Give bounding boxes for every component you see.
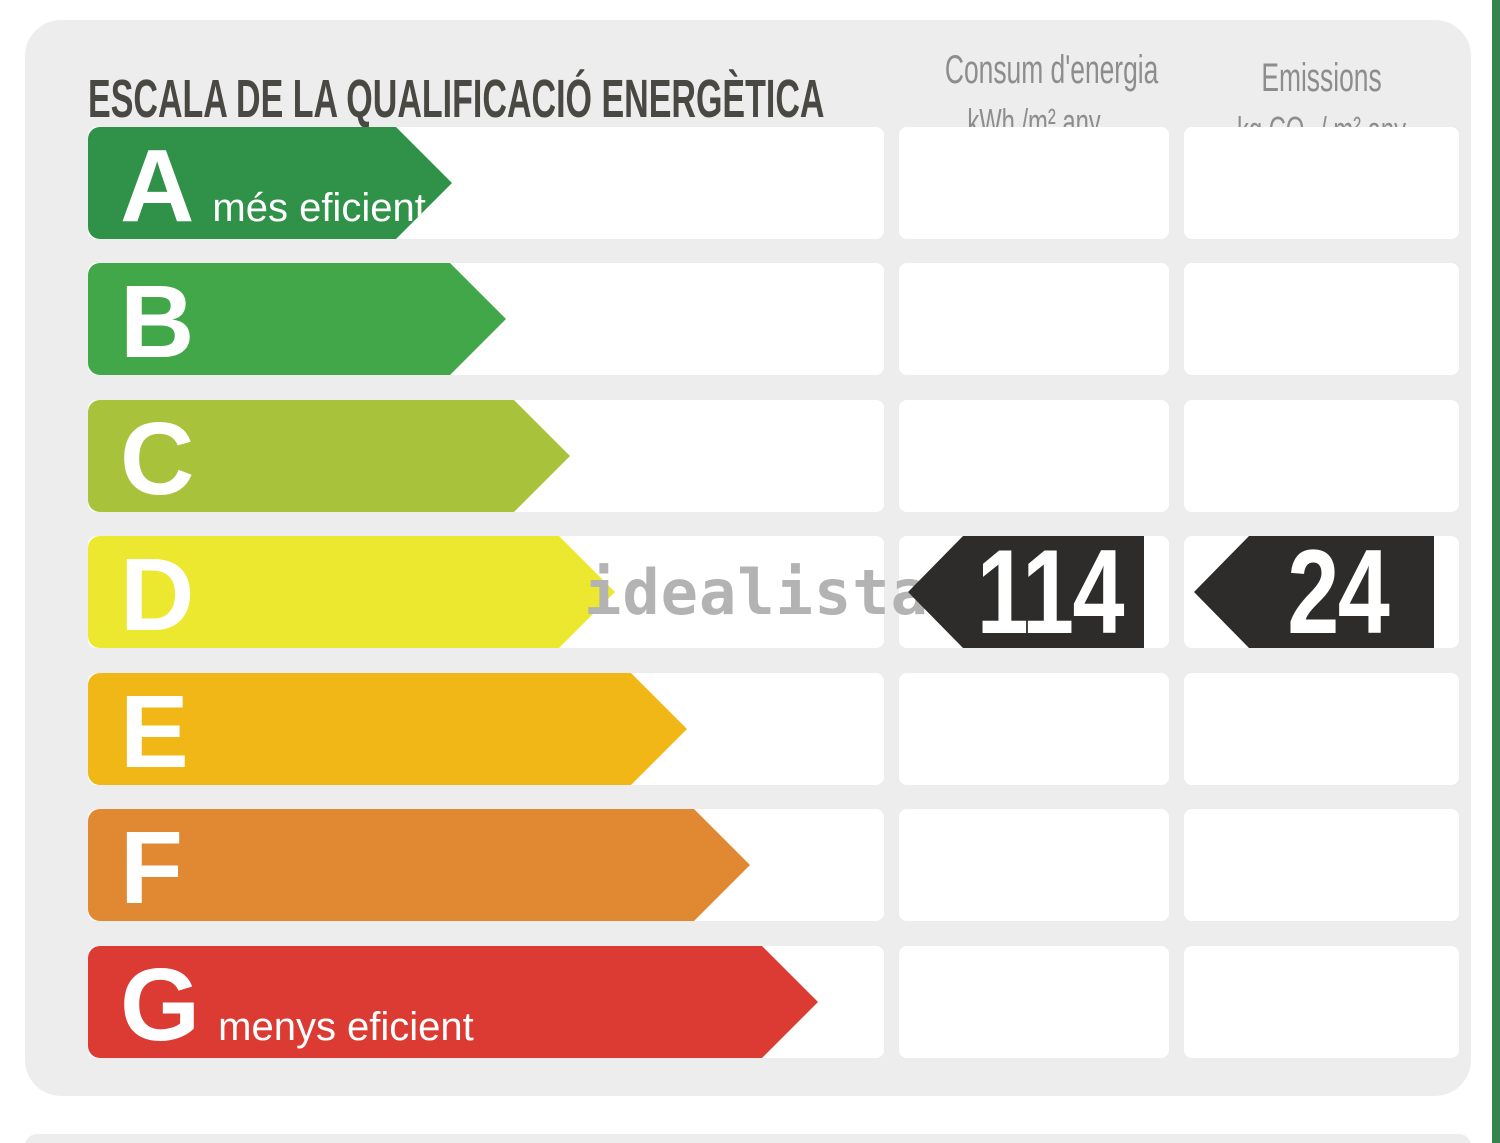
rating-arrow-f: F (88, 809, 750, 921)
emissions-cell (1184, 263, 1459, 375)
rating-arrow-c: C (88, 400, 570, 512)
rating-note-least-efficient: menys eficient (218, 1005, 474, 1049)
emissions-header-line1: Emissions (1261, 56, 1382, 100)
consumption-cell (899, 127, 1169, 239)
right-edge-green-strip (1492, 0, 1500, 1143)
next-panel-top-edge (25, 1134, 1471, 1143)
rating-row-b: B (25, 263, 1500, 375)
rating-arrow-a: A més eficient (88, 127, 452, 239)
consumption-header-line1: Consum d'energia (944, 48, 1159, 92)
consumption-cell (899, 263, 1169, 375)
rating-letter-a: A (120, 128, 195, 243)
certificate-panel: ESCALA DE LA QUALIFICACIÓ ENERGÈTICA Con… (25, 20, 1471, 1096)
rating-arrow-b: B (88, 263, 506, 375)
consumption-cell (899, 809, 1169, 921)
consumption-value-arrow: 114 (908, 536, 1144, 648)
emissions-cell (1184, 673, 1459, 785)
rating-letter-f: F (120, 810, 183, 925)
emissions-value: 24 (1287, 525, 1390, 659)
rating-letter-d: D (120, 537, 195, 652)
consumption-cell (899, 946, 1169, 1058)
rating-row-g: G menys eficient (25, 946, 1500, 1058)
rating-letter-g: G (120, 947, 201, 1062)
rating-row-a: A més eficient (25, 127, 1500, 239)
emissions-value-arrow: 24 (1194, 536, 1434, 648)
consumption-cell (899, 400, 1169, 512)
rating-row-c: C (25, 400, 1500, 512)
rating-row-e: E (25, 673, 1500, 785)
rating-arrow-e: E (88, 673, 687, 785)
page-title: ESCALA DE LA QUALIFICACIÓ ENERGÈTICA (88, 69, 825, 129)
idealista-watermark: idealista (584, 555, 929, 629)
emissions-cell (1184, 127, 1459, 239)
emissions-cell (1184, 946, 1459, 1058)
rating-arrow-g: G menys eficient (88, 946, 818, 1058)
rating-letter-c: C (120, 401, 195, 516)
rating-note-most-efficient: més eficient (212, 186, 426, 230)
rating-letter-e: E (120, 674, 189, 789)
consumption-cell (899, 673, 1169, 785)
emissions-cell (1184, 400, 1459, 512)
emissions-cell (1184, 809, 1459, 921)
rating-arrow-d: D (88, 536, 615, 648)
rating-letter-b: B (120, 264, 195, 379)
consumption-value: 114 (976, 525, 1125, 659)
rating-row-f: F (25, 809, 1500, 921)
